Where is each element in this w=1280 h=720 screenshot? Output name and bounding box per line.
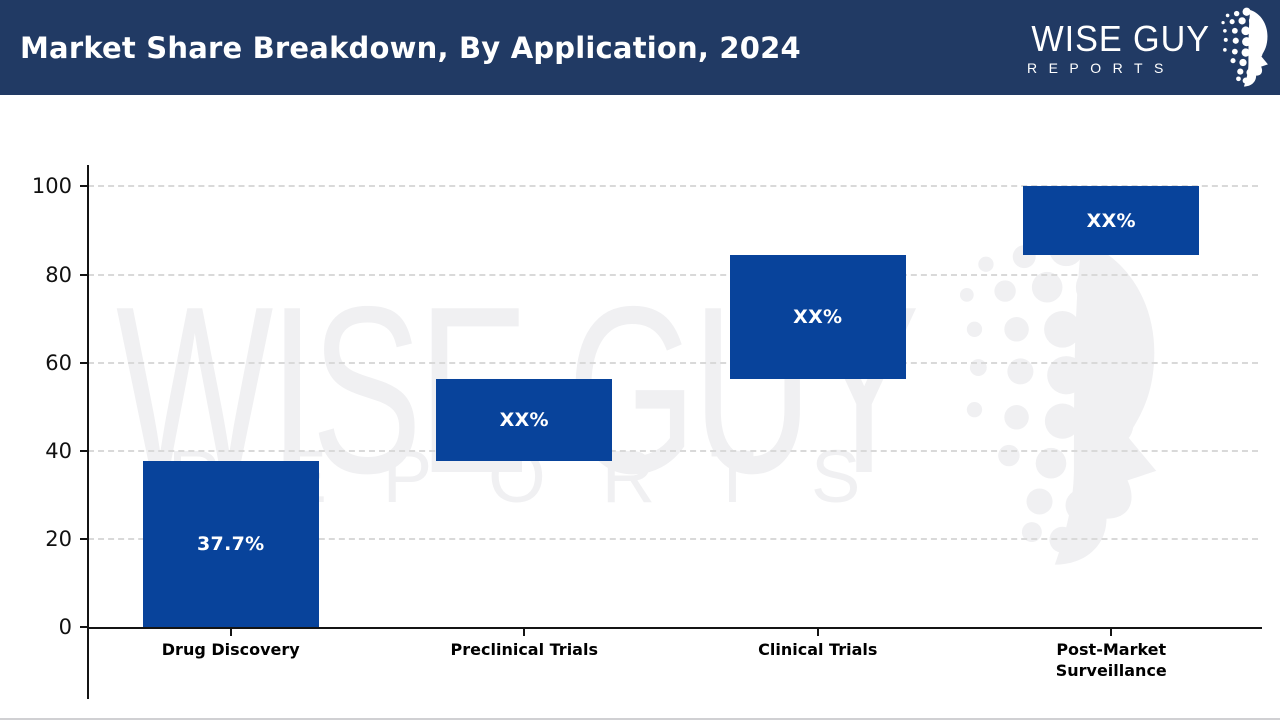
y-tick-100 xyxy=(80,185,87,188)
x-tick-label-post-market-surveillance: Post-Market Surveillance xyxy=(1055,640,1167,680)
page-title: Market Share Breakdown, By Application, … xyxy=(20,30,801,65)
y-tick-20 xyxy=(80,537,87,540)
bar-value-label: XX% xyxy=(1086,209,1136,232)
gridline-20 xyxy=(88,537,1258,540)
y-tick-0 xyxy=(80,626,87,628)
y-tick-label-0: 0 xyxy=(58,615,72,639)
bar-post-market-surveillance: XX% xyxy=(1023,186,1200,255)
bar-value-label: XX% xyxy=(499,408,549,431)
y-tick-label-100: 100 xyxy=(31,174,72,199)
y-tick-label-80: 80 xyxy=(45,262,72,287)
x-tick-post-market-surveillance xyxy=(1110,629,1113,636)
x-tick-label-drug-discovery: Drug Discovery xyxy=(161,640,300,659)
bar-drug-discovery: 37.7% xyxy=(142,460,319,627)
brand-logo: WISE GUY REPORTS xyxy=(1022,2,1272,94)
gridline-40 xyxy=(88,449,1258,452)
y-tick-60 xyxy=(80,361,87,364)
plot-area: 0 20 40 60 80 100 37.7% Drug Discovery XX% Precli… xyxy=(0,95,1280,718)
bar-preclinical-trials: XX% xyxy=(436,378,613,461)
brand-wordmark: WISE GUY REPORTS xyxy=(1022,17,1210,76)
x-axis-line xyxy=(87,627,1262,629)
y-tick-label-20: 20 xyxy=(45,526,72,551)
x-tick-clinical-trials xyxy=(816,629,819,636)
header-bar: Market Share Breakdown, By Application, … xyxy=(0,0,1280,95)
brand-head-icon xyxy=(1214,6,1272,90)
y-tick-40 xyxy=(80,449,87,452)
x-tick-preclinical-trials xyxy=(523,629,526,636)
y-axis-line xyxy=(87,165,89,699)
bar-clinical-trials: XX% xyxy=(729,254,906,379)
y-tick-80 xyxy=(80,273,87,276)
bar-value-label: 37.7% xyxy=(197,532,265,555)
footer-divider xyxy=(0,718,1280,720)
bar-value-label: XX% xyxy=(793,305,843,328)
x-tick-drug-discovery xyxy=(229,629,232,636)
x-tick-label-preclinical-trials: Preclinical Trials xyxy=(450,640,598,659)
gridline-80 xyxy=(88,273,1258,276)
brand-subtext: REPORTS xyxy=(1026,59,1175,76)
y-tick-label-40: 40 xyxy=(45,438,72,463)
gridline-100 xyxy=(88,185,1258,188)
gridline-60 xyxy=(88,361,1258,364)
x-tick-label-clinical-trials: Clinical Trials xyxy=(758,640,878,659)
brand-name-text: WISE GUY xyxy=(1031,17,1210,59)
y-tick-label-60: 60 xyxy=(45,350,72,375)
